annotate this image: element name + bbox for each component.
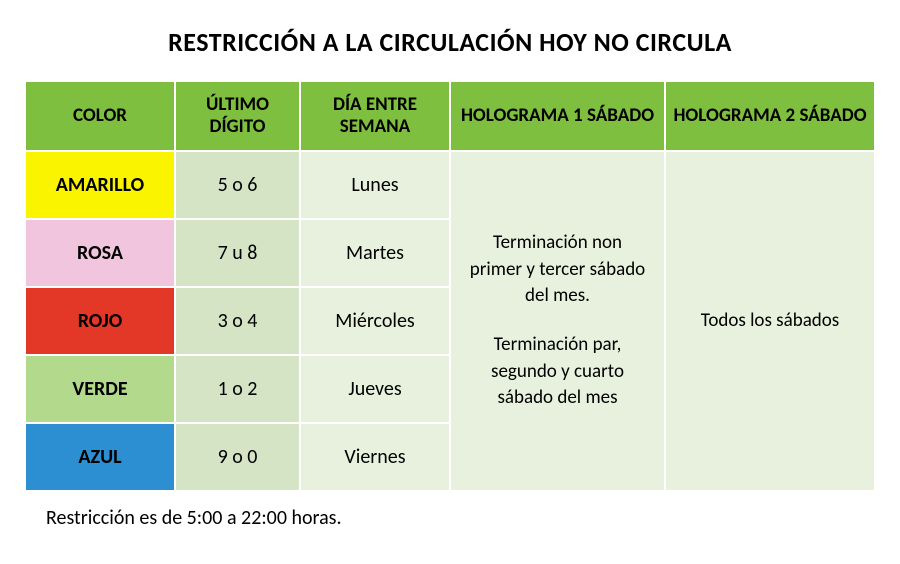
digit-cell: 3 o 4	[175, 287, 300, 355]
weekday-cell: Martes	[300, 219, 450, 287]
digit-cell: 1 o 2	[175, 355, 300, 423]
table-body: AMARILLO 5 o 6 Lunes Terminación non pri…	[25, 151, 875, 491]
holo1-text-b: Terminación par, segundo y cuarto sábado…	[465, 332, 650, 412]
holo1-text-a: Terminación non primer y tercer sábado d…	[465, 230, 650, 310]
digit-cell: 7 u 8	[175, 219, 300, 287]
page-title: RESTRICCIÓN A LA CIRCULACIÓN HOY NO CIRC…	[24, 26, 876, 58]
col-holo1: HOLOGRAMA 1 SÁBADO	[450, 81, 665, 151]
col-color: COLOR	[25, 81, 175, 151]
color-cell-verde: VERDE	[25, 355, 175, 423]
restriction-table: COLOR ÚLTIMO DÍGITO DÍA ENTRE SEMANA HOL…	[24, 80, 876, 492]
color-cell-rosa: ROSA	[25, 219, 175, 287]
weekday-cell: Viernes	[300, 423, 450, 491]
col-digit: ÚLTIMO DÍGITO	[175, 81, 300, 151]
weekday-cell: Miércoles	[300, 287, 450, 355]
color-cell-amarillo: AMARILLO	[25, 151, 175, 219]
table-header-row: COLOR ÚLTIMO DÍGITO DÍA ENTRE SEMANA HOL…	[25, 81, 875, 151]
weekday-cell: Jueves	[300, 355, 450, 423]
col-holo2: HOLOGRAMA 2 SÁBADO	[665, 81, 875, 151]
color-cell-rojo: ROJO	[25, 287, 175, 355]
weekday-cell: Lunes	[300, 151, 450, 219]
color-cell-azul: AZUL	[25, 423, 175, 491]
digit-cell: 9 o 0	[175, 423, 300, 491]
digit-cell: 5 o 6	[175, 151, 300, 219]
table-row: AMARILLO 5 o 6 Lunes Terminación non pri…	[25, 151, 875, 219]
holo2-cell: Todos los sábados	[665, 151, 875, 491]
holo1-cell: Terminación non primer y tercer sábado d…	[450, 151, 665, 491]
footnote: Restricción es de 5:00 a 22:00 horas.	[46, 506, 876, 530]
col-weekday: DÍA ENTRE SEMANA	[300, 81, 450, 151]
